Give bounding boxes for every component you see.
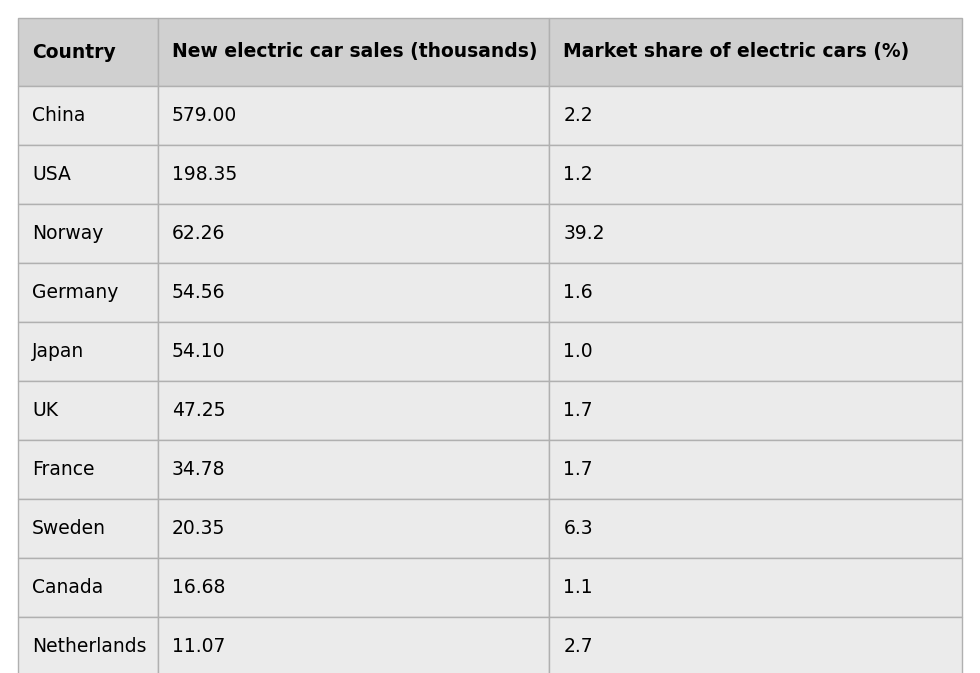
Text: 47.25: 47.25	[172, 401, 225, 420]
Bar	[550, 204, 962, 263]
Bar	[158, 86, 550, 145]
Bar	[550, 145, 962, 204]
Bar	[158, 18, 550, 86]
Text: UK: UK	[32, 401, 58, 420]
Bar	[550, 18, 962, 86]
Text: Norway: Norway	[32, 224, 103, 243]
Text: 16.68: 16.68	[172, 578, 225, 597]
Bar	[550, 263, 962, 322]
Text: 34.78: 34.78	[172, 460, 225, 479]
Text: 2.7: 2.7	[564, 637, 593, 656]
Text: Country: Country	[32, 42, 116, 61]
Text: Netherlands: Netherlands	[32, 637, 146, 656]
Text: China: China	[32, 106, 85, 125]
Text: 1.7: 1.7	[564, 401, 593, 420]
Bar	[158, 263, 550, 322]
Bar	[158, 558, 550, 617]
Bar	[158, 381, 550, 440]
Text: 2.2: 2.2	[564, 106, 593, 125]
Bar	[550, 86, 962, 145]
Bar	[550, 381, 962, 440]
Text: Germany: Germany	[32, 283, 119, 302]
Text: 54.56: 54.56	[172, 283, 225, 302]
Text: 1.1: 1.1	[564, 578, 593, 597]
Text: Canada: Canada	[32, 578, 103, 597]
Bar	[18, 86, 158, 145]
Bar	[18, 204, 158, 263]
Text: France: France	[32, 460, 94, 479]
Bar	[158, 204, 550, 263]
Text: New electric car sales (thousands): New electric car sales (thousands)	[172, 42, 537, 61]
Bar	[18, 558, 158, 617]
Text: 1.6: 1.6	[564, 283, 593, 302]
Bar	[550, 440, 962, 499]
Text: 11.07: 11.07	[172, 637, 225, 656]
Text: USA: USA	[32, 165, 71, 184]
Text: 54.10: 54.10	[172, 342, 225, 361]
Bar	[158, 617, 550, 673]
Text: 1.0: 1.0	[564, 342, 593, 361]
Bar	[18, 145, 158, 204]
Bar	[18, 381, 158, 440]
Bar	[18, 499, 158, 558]
Bar	[18, 617, 158, 673]
Bar	[550, 558, 962, 617]
Text: 6.3: 6.3	[564, 519, 593, 538]
Text: 198.35: 198.35	[172, 165, 237, 184]
Bar	[18, 263, 158, 322]
Text: 20.35: 20.35	[172, 519, 225, 538]
Text: 1.7: 1.7	[564, 460, 593, 479]
Bar	[158, 145, 550, 204]
Bar	[550, 617, 962, 673]
Text: 1.2: 1.2	[564, 165, 593, 184]
Bar	[550, 499, 962, 558]
Bar	[18, 322, 158, 381]
Bar	[18, 18, 158, 86]
Text: Market share of electric cars (%): Market share of electric cars (%)	[564, 42, 909, 61]
Bar	[550, 322, 962, 381]
Bar	[18, 440, 158, 499]
Bar	[158, 322, 550, 381]
Text: 62.26: 62.26	[172, 224, 225, 243]
Text: Sweden: Sweden	[32, 519, 106, 538]
Text: Japan: Japan	[32, 342, 84, 361]
Bar	[158, 499, 550, 558]
Text: 579.00: 579.00	[172, 106, 237, 125]
Text: 39.2: 39.2	[564, 224, 605, 243]
Bar	[158, 440, 550, 499]
